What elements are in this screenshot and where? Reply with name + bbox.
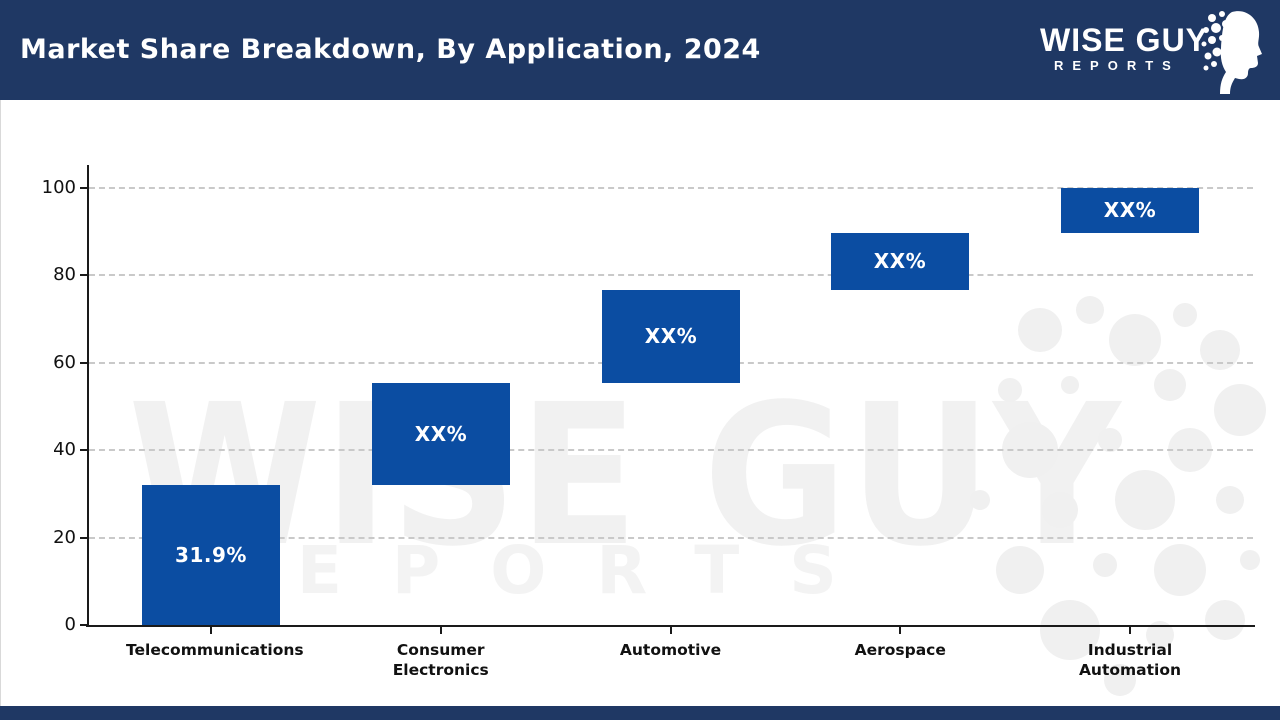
category-label-industrial-automation: Industrial Automation [1078, 641, 1182, 680]
bar-value-label: 31.9% [175, 543, 247, 568]
watermark-wiseguy-text: WISE GUY [128, 362, 1123, 589]
category-label-aerospace: Aerospace [854, 641, 946, 659]
y-tick-mark [80, 274, 87, 276]
bar-value-label: XX% [644, 324, 698, 349]
bar-consumer-electronics: XX% [372, 382, 510, 486]
y-tick-label: 60 [53, 351, 76, 373]
bar-industrial-automation: XX% [1061, 187, 1199, 233]
category-label-telecommunications: Telecommunications [126, 641, 304, 659]
plot-area: 0 20 40 60 80 100 31.9% Telecommunications XX% Co… [0, 100, 1280, 706]
header-bar: Market Share Breakdown, By Application, … [0, 0, 1280, 100]
category-label-automotive: Automotive [619, 641, 722, 659]
gridline-y20 [89, 536, 1253, 539]
bar-value-label: XX% [414, 422, 468, 447]
y-tick-mark [80, 624, 87, 626]
bar-automotive: XX% [602, 289, 740, 383]
x-tick-mark [210, 627, 212, 634]
left-edge-line [0, 100, 1, 706]
logo-wiseguy-text: WISE GUY [1040, 22, 1209, 58]
brand-logo: WISE GUY REPORTS [1012, 0, 1262, 100]
y-tick-label: 0 [64, 614, 76, 635]
footer-bar [0, 706, 1280, 720]
bar-aerospace: XX% [831, 233, 969, 290]
bar-value-label: XX% [1103, 198, 1157, 223]
x-tick-mark [1129, 627, 1131, 634]
x-tick-mark [439, 627, 442, 634]
y-axis-line [87, 165, 89, 627]
bar-telecommunications: 31.9% [142, 485, 280, 625]
logo-head-icon [1201, 11, 1262, 94]
y-tick-mark [80, 361, 87, 364]
gridline-y40 [89, 449, 1253, 451]
y-tick-label: 80 [53, 264, 76, 285]
y-tick-label: 40 [53, 439, 76, 460]
bar-value-label: XX% [873, 249, 927, 274]
category-label-consumer-electronics: Consumer Electronics [392, 641, 489, 680]
watermark: WISE GUY REPORTS [0, 100, 1280, 706]
y-tick-mark [80, 449, 87, 451]
x-tick-mark [899, 627, 902, 634]
x-axis-line [86, 625, 1255, 627]
x-tick-mark [669, 627, 672, 634]
gridline-y80 [89, 274, 1253, 276]
watermark-reports-text: REPORTS [196, 532, 887, 609]
logo-reports-text: REPORTS [1054, 58, 1180, 73]
y-tick-mark [80, 536, 87, 539]
page-title: Market Share Breakdown, By Application, … [20, 34, 761, 65]
y-tick-mark [80, 186, 87, 189]
y-tick-label: 100 [41, 176, 76, 198]
gridline-y100 [89, 186, 1253, 189]
y-tick-label: 20 [53, 526, 76, 548]
